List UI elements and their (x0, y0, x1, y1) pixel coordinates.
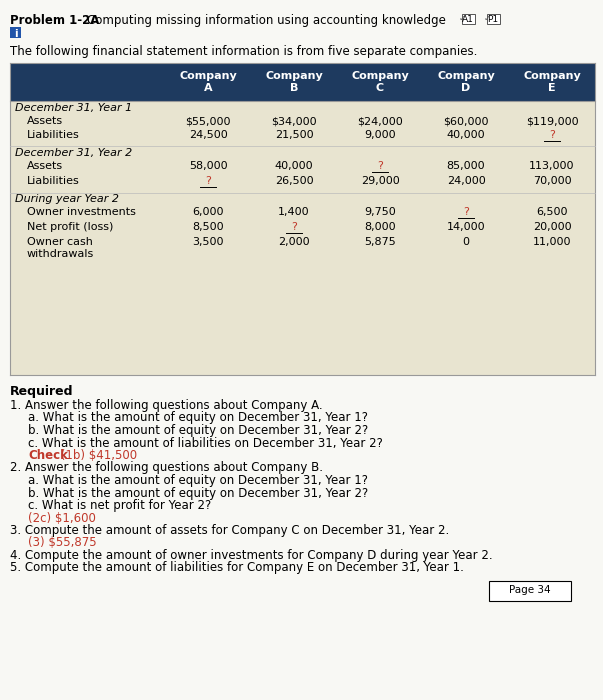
Text: b. What is the amount of equity on December 31, Year 2?: b. What is the amount of equity on Decem… (28, 424, 368, 437)
Text: 4. Compute the amount of owner investments for Company D during year Year 2.: 4. Compute the amount of owner investmen… (10, 549, 493, 562)
Text: 11,000: 11,000 (532, 237, 571, 247)
Text: Check: Check (28, 449, 68, 462)
Text: $119,000: $119,000 (526, 116, 578, 126)
Text: 3. Compute the amount of assets for Company C on December 31, Year 2.: 3. Compute the amount of assets for Comp… (10, 524, 449, 537)
Text: A1: A1 (462, 15, 474, 24)
Text: 40,000: 40,000 (447, 130, 485, 140)
Text: 1. Answer the following questions about Company A.: 1. Answer the following questions about … (10, 399, 323, 412)
Text: 26,500: 26,500 (275, 176, 314, 186)
Text: ?: ? (291, 222, 297, 232)
Text: Assets: Assets (27, 161, 63, 171)
Text: Page 34: Page 34 (509, 585, 551, 595)
Text: withdrawals: withdrawals (27, 249, 94, 259)
Text: Liabilities: Liabilities (27, 130, 80, 140)
Text: 20,000: 20,000 (532, 222, 571, 232)
Text: Company: Company (265, 71, 323, 81)
Text: a. What is the amount of equity on December 31, Year 1?: a. What is the amount of equity on Decem… (28, 412, 368, 424)
Text: Company: Company (351, 71, 409, 81)
Text: Problem 1-2A: Problem 1-2A (10, 14, 99, 27)
Text: 14,000: 14,000 (447, 222, 485, 232)
Text: ?: ? (463, 207, 469, 217)
Text: 9,000: 9,000 (364, 130, 396, 140)
FancyBboxPatch shape (10, 27, 21, 38)
FancyBboxPatch shape (462, 14, 475, 24)
Text: b. What is the amount of equity on December 31, Year 2?: b. What is the amount of equity on Decem… (28, 486, 368, 500)
Text: 5. Compute the amount of liabilities for Company E on December 31, Year 1.: 5. Compute the amount of liabilities for… (10, 561, 464, 575)
Text: ✓: ✓ (459, 14, 466, 23)
Text: P1: P1 (487, 15, 499, 24)
Text: (1b) $41,500: (1b) $41,500 (57, 449, 137, 462)
FancyBboxPatch shape (489, 581, 571, 601)
Text: The following financial statement information is from five separate companies.: The following financial statement inform… (10, 45, 478, 58)
Text: Liabilities: Liabilities (27, 176, 80, 186)
Text: $24,000: $24,000 (357, 116, 403, 126)
Text: ?: ? (549, 130, 555, 140)
FancyBboxPatch shape (487, 14, 500, 24)
Text: 2,000: 2,000 (278, 237, 310, 247)
Text: 24,000: 24,000 (447, 176, 485, 186)
Text: December 31, Year 2: December 31, Year 2 (15, 148, 132, 158)
Text: 2. Answer the following questions about Company B.: 2. Answer the following questions about … (10, 461, 323, 475)
Text: 9,750: 9,750 (364, 207, 396, 217)
Text: Company: Company (523, 71, 581, 81)
Text: C: C (376, 83, 384, 93)
Text: ✓: ✓ (484, 14, 491, 23)
Text: Owner cash: Owner cash (27, 237, 93, 247)
Text: ?: ? (205, 176, 211, 186)
Text: c. What is net profit for Year 2?: c. What is net profit for Year 2? (28, 499, 211, 512)
Text: Assets: Assets (27, 116, 63, 126)
Text: $34,000: $34,000 (271, 116, 317, 126)
Text: E: E (548, 83, 556, 93)
Bar (10, 63, 595, 101)
Text: 58,000: 58,000 (189, 161, 227, 171)
Text: 113,000: 113,000 (529, 161, 575, 171)
Text: Net profit (loss): Net profit (loss) (27, 222, 113, 232)
Text: D: D (461, 83, 470, 93)
Text: Company: Company (437, 71, 495, 81)
Text: Required: Required (10, 385, 74, 398)
Text: December 31, Year 1: December 31, Year 1 (15, 103, 132, 113)
Text: 6,000: 6,000 (192, 207, 224, 217)
Text: c. What is the amount of liabilities on December 31, Year 2?: c. What is the amount of liabilities on … (28, 437, 383, 449)
Text: $55,000: $55,000 (185, 116, 231, 126)
Text: Owner investments: Owner investments (27, 207, 136, 217)
Text: a. What is the amount of equity on December 31, Year 1?: a. What is the amount of equity on Decem… (28, 474, 368, 487)
Text: 3,500: 3,500 (192, 237, 224, 247)
Text: 1,400: 1,400 (278, 207, 310, 217)
Text: (3) $55,875: (3) $55,875 (28, 536, 96, 550)
Text: 21,500: 21,500 (275, 130, 314, 140)
Text: 0: 0 (463, 237, 470, 247)
Bar (10, 101, 595, 375)
Text: $60,000: $60,000 (443, 116, 489, 126)
Text: i: i (14, 29, 17, 39)
Text: 6,500: 6,500 (536, 207, 568, 217)
Text: 24,500: 24,500 (189, 130, 227, 140)
Text: 40,000: 40,000 (275, 161, 314, 171)
Text: ?: ? (377, 161, 383, 171)
Text: 8,500: 8,500 (192, 222, 224, 232)
Text: 85,000: 85,000 (447, 161, 485, 171)
Text: Computing missing information using accounting knowledge: Computing missing information using acco… (87, 14, 446, 27)
Text: Company: Company (179, 71, 237, 81)
Text: 8,000: 8,000 (364, 222, 396, 232)
Text: 70,000: 70,000 (532, 176, 571, 186)
Text: During year Year 2: During year Year 2 (15, 194, 119, 204)
Text: B: B (290, 83, 298, 93)
Text: (2c) $1,600: (2c) $1,600 (28, 512, 96, 524)
Text: 5,875: 5,875 (364, 237, 396, 247)
Text: 29,000: 29,000 (361, 176, 399, 186)
Text: A: A (204, 83, 212, 93)
